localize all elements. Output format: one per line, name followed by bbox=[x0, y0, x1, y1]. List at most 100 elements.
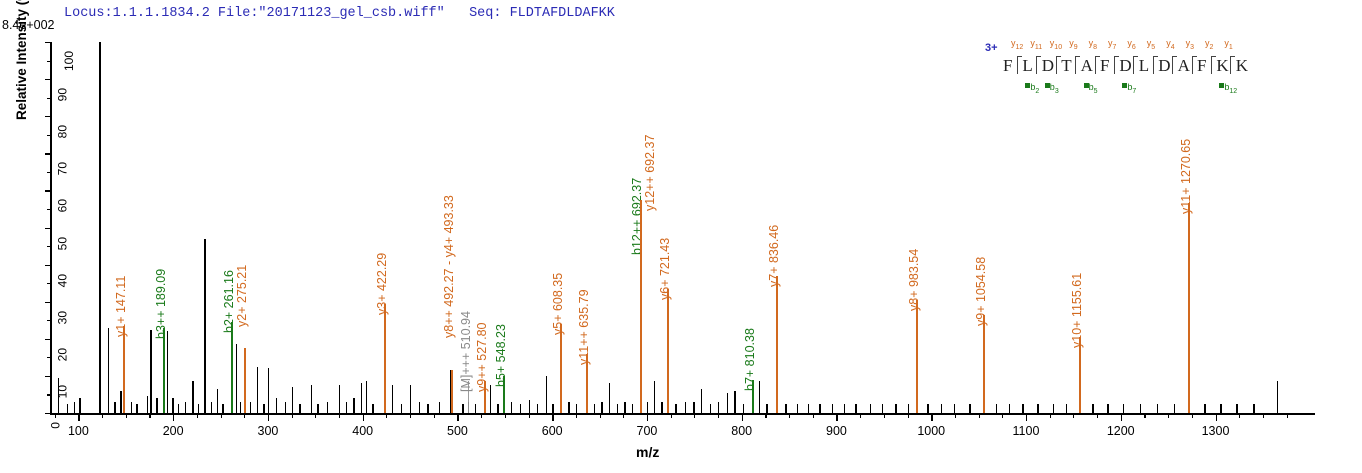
annotated-peak-stem bbox=[123, 325, 126, 413]
x-tick-label: 900 bbox=[826, 424, 847, 438]
x-tick-label: 1100 bbox=[1012, 424, 1040, 438]
y-tick bbox=[45, 153, 50, 155]
spectrum-peak bbox=[1092, 403, 1094, 413]
y-tick-label: 20 bbox=[55, 347, 70, 362]
x-tick bbox=[836, 414, 838, 421]
fragmentation-bracket-tick bbox=[1230, 56, 1236, 57]
annotated-peak-stem bbox=[383, 303, 386, 413]
spectrum-peak bbox=[808, 403, 810, 413]
peak-annotation-label: y8+ 983.54 bbox=[906, 248, 921, 311]
y-ion-label: y9 bbox=[1069, 38, 1078, 51]
y-minor-tick bbox=[47, 97, 50, 99]
spectrum-peak bbox=[267, 368, 270, 413]
spectrum-peak bbox=[1122, 403, 1125, 413]
x-minor-tick bbox=[978, 414, 980, 418]
x-minor-tick bbox=[220, 414, 222, 418]
y-ion-label: y4 bbox=[1166, 38, 1175, 51]
annotated-peak-stem bbox=[450, 370, 453, 413]
spectrum-peak bbox=[734, 390, 736, 413]
sequence-residue: A bbox=[1080, 56, 1093, 75]
spectrum-peak bbox=[172, 398, 174, 413]
spectrum-peak bbox=[256, 366, 258, 413]
x-minor-tick bbox=[433, 414, 435, 418]
x-minor-tick bbox=[196, 414, 198, 418]
spectrum-peak bbox=[616, 403, 619, 413]
x-minor-tick bbox=[315, 414, 317, 418]
spectrum-peak bbox=[211, 401, 213, 413]
y-ion-label: y1 bbox=[1224, 38, 1233, 51]
x-tick bbox=[362, 414, 364, 421]
y-tick-label: 90 bbox=[55, 88, 70, 102]
y-ion-label: y10 bbox=[1049, 38, 1063, 51]
y-tick-label: 100 bbox=[62, 51, 77, 72]
x-minor-tick bbox=[694, 414, 696, 418]
x-minor-tick bbox=[1073, 414, 1075, 418]
precursor-charge-label: 3+ bbox=[985, 42, 998, 54]
spectrum-peak bbox=[73, 401, 76, 413]
annotated-peak-stem bbox=[483, 381, 486, 413]
spectrum-peak bbox=[1052, 403, 1054, 413]
fragmentation-bracket bbox=[1055, 56, 1057, 74]
peak-annotation-label: y7+ 836.46 bbox=[767, 224, 782, 287]
y-ion-label: y2 bbox=[1205, 38, 1214, 51]
spectrum-peak bbox=[222, 403, 224, 413]
x-minor-tick bbox=[54, 414, 56, 418]
spectrum-peak bbox=[927, 403, 929, 413]
fragmentation-bracket bbox=[1075, 56, 1077, 74]
x-minor-tick bbox=[528, 414, 530, 418]
peak-annotation-label: b5+ 548.23 bbox=[494, 323, 509, 387]
spectrum-peak bbox=[130, 401, 132, 413]
spectrum-peak bbox=[497, 403, 499, 413]
y-minor-tick bbox=[47, 246, 50, 248]
x-minor-tick bbox=[575, 414, 577, 418]
x-tick bbox=[457, 414, 459, 421]
b-ion-label: b5 bbox=[1088, 82, 1098, 95]
spectrum-peak bbox=[1220, 403, 1222, 413]
y-tick-label: 70 bbox=[55, 162, 70, 176]
spectrum-peak bbox=[675, 403, 677, 413]
sequence-residue: F bbox=[1003, 56, 1013, 75]
spectrum-peak bbox=[291, 387, 294, 413]
x-tick bbox=[552, 414, 554, 421]
sequence-residue: K bbox=[1235, 56, 1249, 75]
b-ion-marker bbox=[1219, 83, 1225, 88]
annotated-peak-stem bbox=[667, 288, 670, 413]
x-minor-tick bbox=[1168, 414, 1170, 418]
fragmentation-bracket-tick bbox=[1114, 56, 1119, 57]
y-ion-label: y7 bbox=[1108, 38, 1117, 51]
spectrum-peak bbox=[192, 381, 194, 413]
b-ion-label: b3 bbox=[1049, 82, 1059, 95]
x-minor-tick bbox=[410, 414, 412, 418]
spectrum-peak bbox=[819, 403, 821, 413]
spectrum-peak bbox=[284, 401, 287, 413]
spectrum-peak bbox=[235, 344, 238, 413]
spectrum-peak bbox=[609, 383, 611, 413]
x-minor-tick bbox=[1239, 414, 1241, 418]
x-tick bbox=[78, 414, 80, 421]
annotated-peak-stem bbox=[162, 327, 165, 413]
spectrum-peak bbox=[881, 403, 884, 413]
x-minor-tick bbox=[1262, 414, 1264, 418]
y-tick bbox=[45, 42, 50, 44]
x-tick bbox=[1025, 414, 1028, 421]
y-tick bbox=[45, 264, 50, 266]
fragmentation-bracket bbox=[1017, 56, 1018, 74]
x-tick-label: 200 bbox=[162, 424, 184, 438]
spectrum-peak bbox=[528, 400, 530, 413]
annotated-peak-stem bbox=[639, 199, 642, 413]
spectrum-peak bbox=[353, 398, 355, 413]
y-ion-label: y11 bbox=[1030, 38, 1043, 51]
spectrum-peak bbox=[785, 403, 787, 413]
fragmentation-bracket bbox=[1191, 56, 1193, 74]
spectrum-peak bbox=[568, 401, 570, 413]
spectrum-peak bbox=[438, 401, 440, 413]
fragmentation-bracket bbox=[1152, 56, 1154, 74]
spectrum-peak bbox=[489, 385, 492, 413]
spectrum-peak bbox=[907, 403, 909, 413]
x-axis-line bbox=[50, 413, 1315, 415]
spectrum-peak bbox=[624, 401, 626, 413]
sequence-residue: L bbox=[1138, 56, 1150, 75]
spectrum-peak bbox=[197, 403, 200, 413]
